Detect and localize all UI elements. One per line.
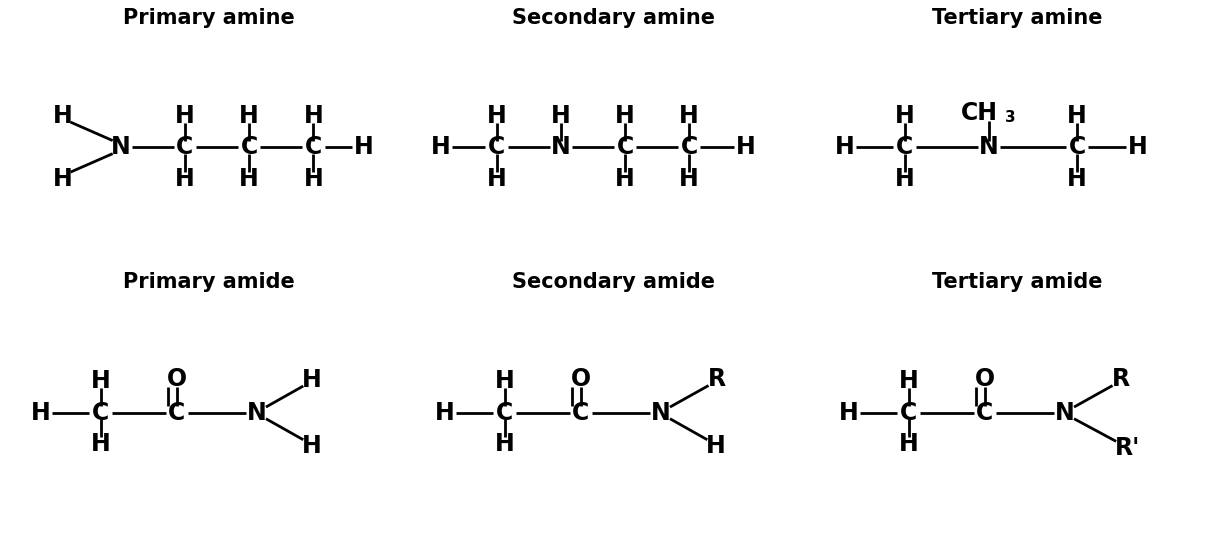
Text: H: H [302,368,321,392]
Text: R': R' [1114,436,1140,460]
Text: H: H [1068,104,1087,128]
Text: CH: CH [960,101,998,125]
Text: H: H [487,167,506,190]
Text: H: H [239,104,259,128]
Text: N: N [980,135,999,159]
Text: H: H [1128,135,1148,159]
Text: H: H [487,104,506,128]
Text: H: H [91,370,110,393]
Text: H: H [303,167,324,190]
Text: N: N [651,401,671,425]
Text: H: H [615,104,635,128]
Title: Secondary amide: Secondary amide [511,272,715,292]
Text: H: H [615,167,635,190]
Text: H: H [679,104,699,128]
Title: Tertiary amide: Tertiary amide [932,272,1102,292]
Text: H: H [175,167,195,190]
Title: Primary amide: Primary amide [123,272,294,292]
Text: R: R [1112,367,1130,391]
Text: C: C [900,401,917,425]
Text: H: H [899,433,918,456]
Text: N: N [110,135,130,159]
Text: H: H [430,135,450,159]
Text: N: N [1056,401,1075,425]
Text: C: C [240,135,257,159]
Text: H: H [495,370,515,393]
Text: C: C [896,135,913,159]
Text: O: O [975,367,996,391]
Text: H: H [53,167,72,190]
Text: C: C [1069,135,1086,159]
Text: C: C [177,135,194,159]
Text: O: O [571,367,591,391]
Text: H: H [175,104,195,128]
Text: H: H [53,104,72,128]
Text: H: H [31,401,50,425]
Text: C: C [497,401,514,425]
Text: C: C [488,135,505,159]
Text: C: C [573,401,590,425]
Text: O: O [167,367,186,391]
Text: H: H [353,135,374,159]
Text: H: H [91,433,110,456]
Text: R: R [709,367,726,391]
Text: N: N [248,401,267,425]
Title: Secondary amine: Secondary amine [511,8,715,29]
Title: Primary amine: Primary amine [123,8,294,29]
Text: H: H [895,104,915,128]
Text: C: C [617,135,634,159]
Text: H: H [302,434,321,458]
Text: C: C [168,401,185,425]
Text: C: C [305,135,322,159]
Text: H: H [895,167,915,190]
Text: H: H [1068,167,1087,190]
Text: C: C [976,401,993,425]
Text: H: H [303,104,324,128]
Title: Tertiary amine: Tertiary amine [932,8,1102,29]
Text: H: H [839,401,858,425]
Text: H: H [835,135,855,159]
Text: H: H [899,370,918,393]
Text: C: C [680,135,698,159]
Text: H: H [705,434,726,458]
Text: C: C [92,401,109,425]
Text: H: H [495,433,515,456]
Text: H: H [550,104,571,128]
Text: H: H [434,401,455,425]
Text: H: H [736,135,755,159]
Text: H: H [679,167,699,190]
Text: 3: 3 [1004,110,1015,125]
Text: H: H [239,167,259,190]
Text: N: N [550,135,571,159]
